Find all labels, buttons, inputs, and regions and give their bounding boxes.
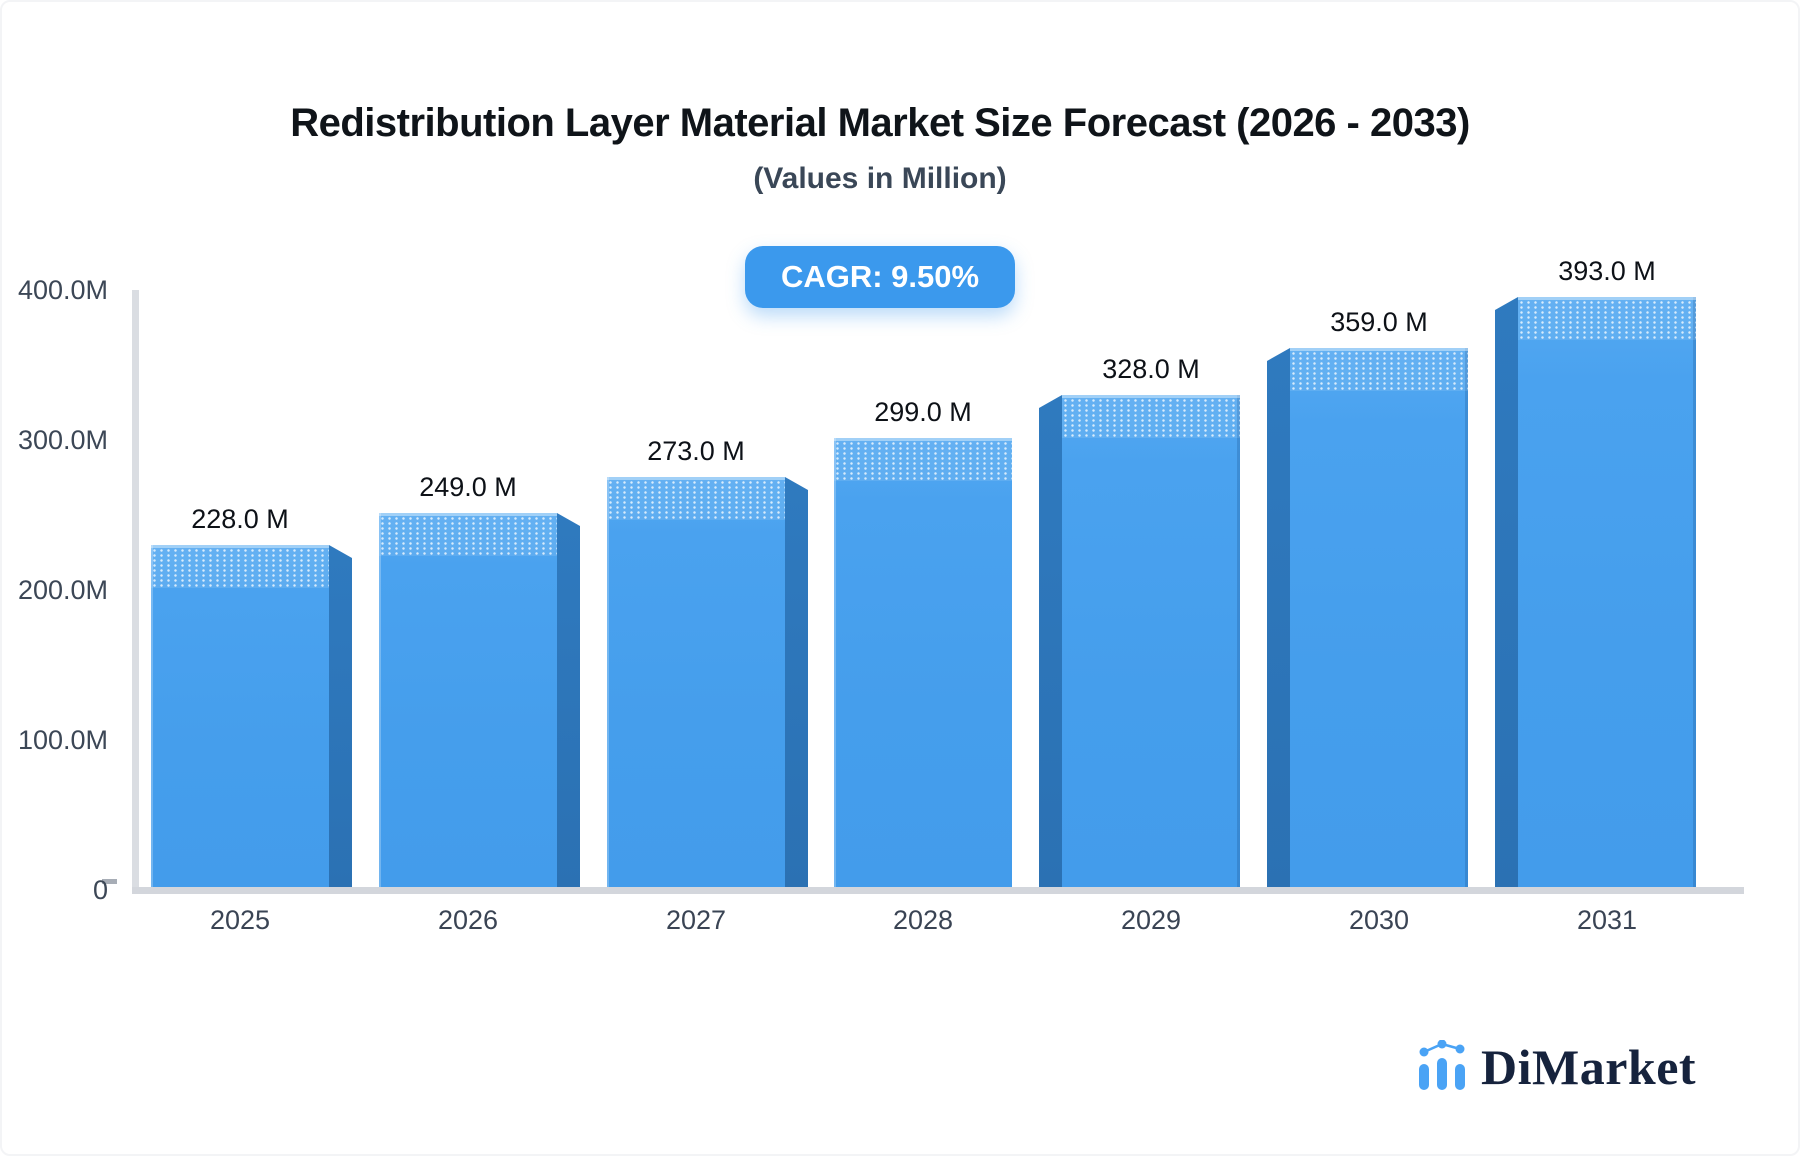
- bar-texture: [151, 548, 329, 588]
- bar-3d-side: [785, 477, 808, 887]
- x-label-2028: 2028: [892, 905, 954, 935]
- bar-2031: 393.0 M: [1495, 256, 1696, 887]
- bar-face: [379, 513, 557, 887]
- bar-value-label: 359.0 M: [1330, 307, 1428, 337]
- bar-face: [1290, 348, 1468, 887]
- x-axis-baseline: [132, 887, 1744, 894]
- bar-texture: [607, 480, 785, 520]
- chart-header: Redistribution Layer Material Market Siz…: [32, 2, 1728, 308]
- cagr-badge: CAGR: 9.50%: [744, 246, 1016, 308]
- bar-2029: 328.0 M: [1039, 354, 1240, 887]
- brand-name: DiMarket: [1481, 1039, 1697, 1095]
- y-tick-100: 100.0M: [17, 725, 108, 755]
- bar-texture: [834, 441, 1012, 481]
- bar-face: [1062, 395, 1240, 887]
- bar-3d-side: [1267, 348, 1290, 887]
- bar-2027: 273.0 M: [607, 436, 808, 887]
- bar-2028: 299.0 M: [834, 397, 1012, 887]
- bar-3d-side: [1495, 297, 1518, 887]
- bar-chart-logo-icon: [1419, 1040, 1465, 1090]
- bar-value-label: 299.0 M: [874, 397, 972, 427]
- bar-value-label: 328.0 M: [1102, 354, 1200, 384]
- bar-value-label: 249.0 M: [419, 472, 517, 502]
- bar-2026: 249.0 M: [379, 472, 580, 887]
- x-label-2025: 2025: [209, 905, 271, 935]
- bar-texture: [1062, 398, 1240, 438]
- bar-3d-side: [557, 513, 580, 887]
- bar-texture: [1290, 351, 1468, 391]
- y-tick-0: 0: [92, 875, 108, 905]
- bar-face: [151, 545, 329, 887]
- x-label-2029: 2029: [1120, 905, 1182, 935]
- chart-title: Redistribution Layer Material Market Siz…: [290, 101, 1470, 145]
- bar-texture: [1518, 300, 1696, 340]
- bar-3d-side: [329, 545, 352, 887]
- x-label-2027: 2027: [665, 905, 727, 935]
- y-axis-line: [132, 290, 139, 890]
- bar-texture: [379, 516, 557, 556]
- bar-2030: 359.0 M: [1267, 307, 1468, 887]
- x-label-2031: 2031: [1576, 905, 1638, 935]
- zero-tick-mark: [102, 879, 117, 884]
- bar-3d-side: [1039, 395, 1062, 887]
- bar-value-label: 393.0 M: [1558, 256, 1656, 286]
- y-tick-400: 400.0M: [17, 275, 108, 305]
- bar-face: [834, 438, 1012, 887]
- dimarket-logo: DiMarket: [1416, 1040, 1696, 1092]
- x-label-2026: 2026: [437, 905, 499, 935]
- bar-value-label: 273.0 M: [647, 436, 745, 466]
- y-tick-200: 200.0M: [17, 575, 108, 605]
- chart-subtitle: (Values in Million): [753, 162, 1007, 195]
- bar-2025: 228.0 M: [151, 504, 352, 887]
- bar-value-label: 228.0 M: [191, 504, 289, 534]
- x-label-2030: 2030: [1348, 905, 1410, 935]
- bar-face: [607, 477, 785, 887]
- y-tick-300: 300.0M: [17, 425, 108, 455]
- bar-face: [1518, 297, 1696, 887]
